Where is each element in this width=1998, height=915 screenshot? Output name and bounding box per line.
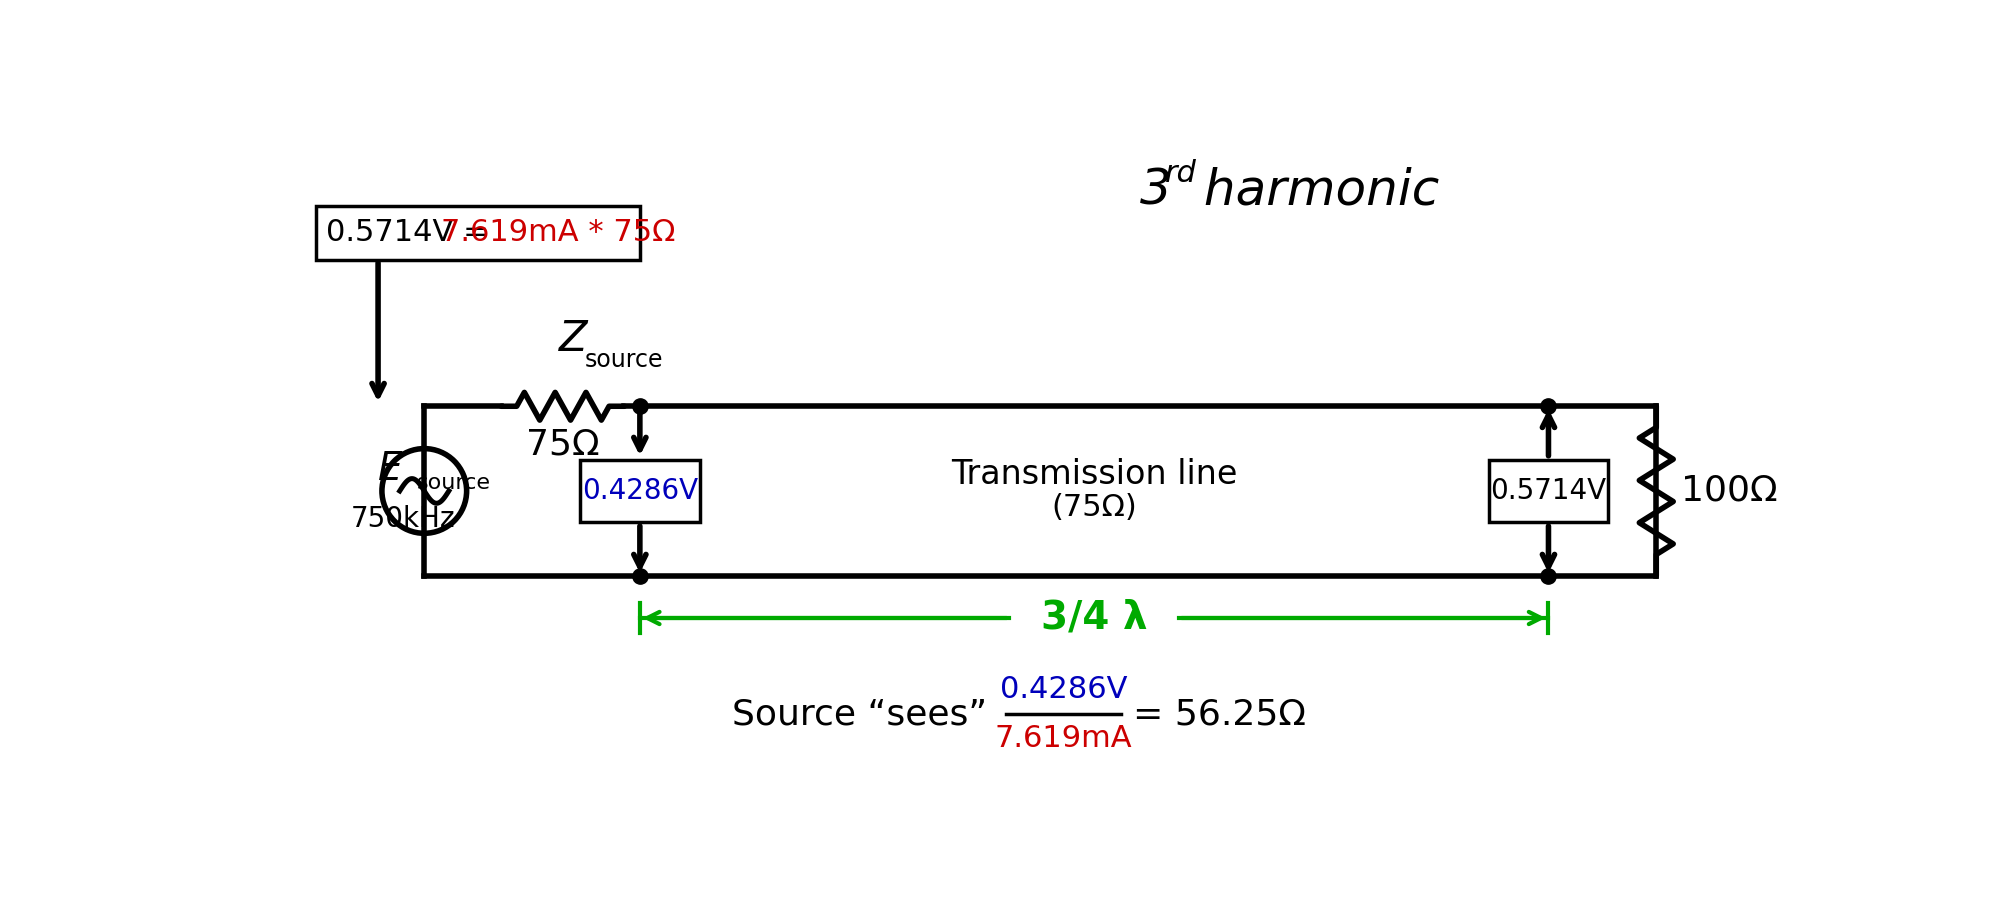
Bar [579,460,699,522]
Text: 7.619mA: 7.619mA [995,725,1131,753]
Text: Transmission line: Transmission line [951,458,1237,490]
Text: Source “sees”: Source “sees” [731,697,987,731]
Text: = 56.25Ω: = 56.25Ω [1133,697,1305,731]
Text: 750kHz: 750kHz [350,505,456,533]
Text: source: source [583,348,663,371]
Text: 3: 3 [1139,167,1171,215]
Text: 7.619mA * 75Ω: 7.619mA * 75Ω [442,219,675,247]
Text: 3/4 λ: 3/4 λ [1041,599,1147,637]
Bar [1489,460,1606,522]
Bar [316,206,639,260]
Text: harmonic: harmonic [1187,167,1439,215]
Text: E: E [378,450,402,489]
Text: 0.5714V =: 0.5714V = [326,219,498,247]
Text: Z: Z [559,318,587,360]
Text: 100Ω: 100Ω [1680,474,1776,508]
Text: source: source [416,473,490,493]
Text: 0.5714V: 0.5714V [1491,477,1606,505]
Text: 0.4286V: 0.4286V [581,477,697,505]
Text: 0.4286V: 0.4286V [999,675,1127,705]
Text: rd: rd [1165,159,1197,188]
Text: (75Ω): (75Ω) [1051,493,1137,522]
Text: 75Ω: 75Ω [525,428,599,462]
